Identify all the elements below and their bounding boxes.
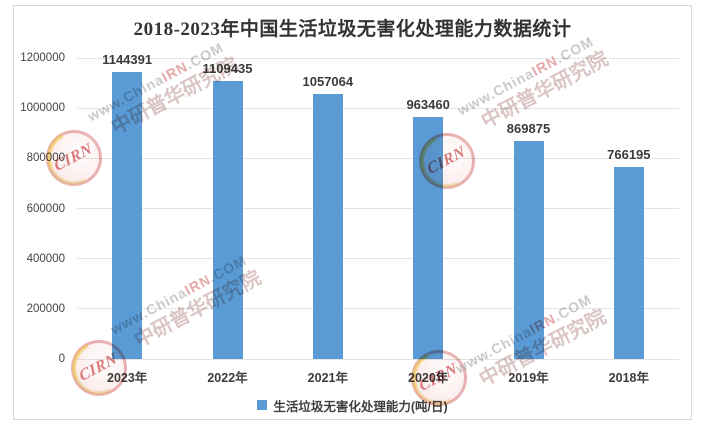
- y-axis-tick-label: 1000000: [20, 102, 65, 115]
- bar-value-label: 963460: [406, 97, 450, 113]
- gridline: [77, 258, 679, 260]
- x-axis-label: 2020年: [408, 371, 449, 385]
- x-axis-label: 2018年: [608, 371, 649, 385]
- bar: [112, 71, 143, 359]
- y-axis-tick-label: 200000: [26, 302, 65, 315]
- legend-label: 生活垃圾无害化处理能力(吨/日): [273, 399, 448, 414]
- x-axis-label: 2019年: [508, 371, 549, 385]
- x-axis-label: 2023年: [107, 371, 148, 385]
- gridline: [77, 107, 679, 109]
- gridline: [77, 57, 679, 59]
- legend: 生活垃圾无害化处理能力(吨/日): [14, 396, 691, 414]
- legend-swatch: [257, 400, 268, 410]
- bar: [413, 117, 444, 359]
- y-axis-tick-label: 1200000: [20, 52, 65, 64]
- gridline: [77, 358, 679, 360]
- chart-frame: 2018-2023年中国生活垃圾无害化处理能力数据统计 0 200000 40000…: [13, 5, 692, 420]
- bar: [312, 93, 343, 359]
- gridline: [77, 308, 679, 310]
- gridline: [77, 157, 679, 159]
- bar: [613, 166, 644, 359]
- bar-value-label: 869875: [506, 120, 551, 136]
- chart-title: 2018-2023年中国生活垃圾无害化处理能力数据统计: [133, 19, 572, 40]
- bar-value-label: 1144391: [102, 51, 153, 67]
- y-axis-tick-label: 0: [58, 353, 65, 365]
- gridline: [77, 208, 679, 209]
- bar: [212, 80, 243, 359]
- bar: [513, 140, 544, 359]
- y-axis-tick-label: 400000: [26, 252, 65, 265]
- y-axis-tick-label: 600000: [26, 202, 65, 215]
- x-axis-label: 2021年: [307, 371, 348, 385]
- bar-value-label: 1057064: [302, 73, 354, 89]
- bar-value-label: 1109435: [202, 60, 253, 76]
- y-axis-tick-label: 800000: [26, 152, 65, 165]
- x-axis-label: 2022年: [207, 371, 248, 385]
- plot-area: 0 200000 400000 600000 800000 1000000 1200000 1…: [20, 52, 679, 385]
- bar-value-label: 766195: [607, 146, 651, 162]
